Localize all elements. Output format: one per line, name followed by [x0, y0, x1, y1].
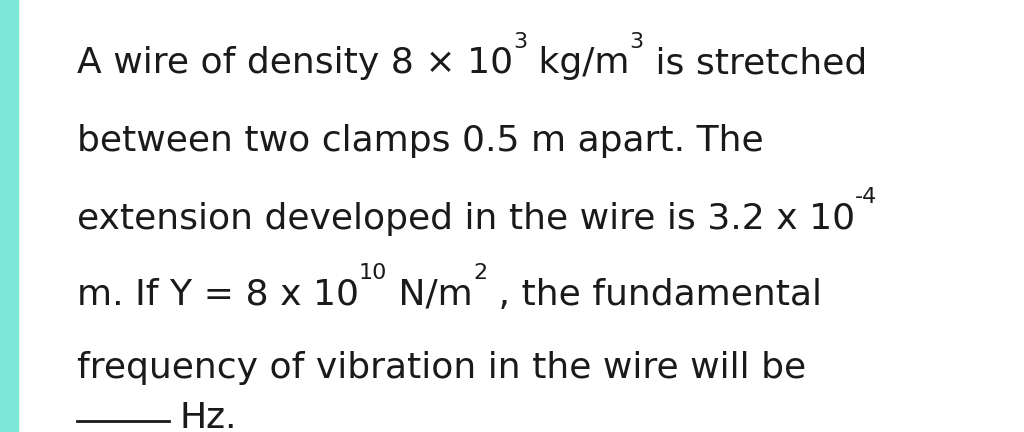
Text: between two clamps 0.5 m apart. The: between two clamps 0.5 m apart. The	[77, 124, 764, 158]
Text: extension developed in the wire is 3.2 x 10: extension developed in the wire is 3.2 x…	[77, 202, 855, 236]
Text: 2: 2	[473, 263, 487, 283]
Text: Hz.: Hz.	[179, 401, 237, 432]
Text: 3: 3	[513, 32, 527, 51]
Text: N/m: N/m	[387, 278, 473, 311]
Text: kg/m: kg/m	[527, 47, 630, 80]
Text: -4: -4	[855, 187, 878, 207]
Text: 10: 10	[358, 263, 387, 283]
Text: is stretched: is stretched	[644, 47, 867, 80]
Text: A wire of density 8 × 10: A wire of density 8 × 10	[77, 47, 513, 80]
Text: , the fundamental: , the fundamental	[487, 278, 822, 311]
Text: m. If Y = 8 x 10: m. If Y = 8 x 10	[77, 278, 358, 311]
Text: frequency of vibration in the wire will be: frequency of vibration in the wire will …	[77, 351, 806, 385]
Text: 3: 3	[630, 32, 644, 51]
